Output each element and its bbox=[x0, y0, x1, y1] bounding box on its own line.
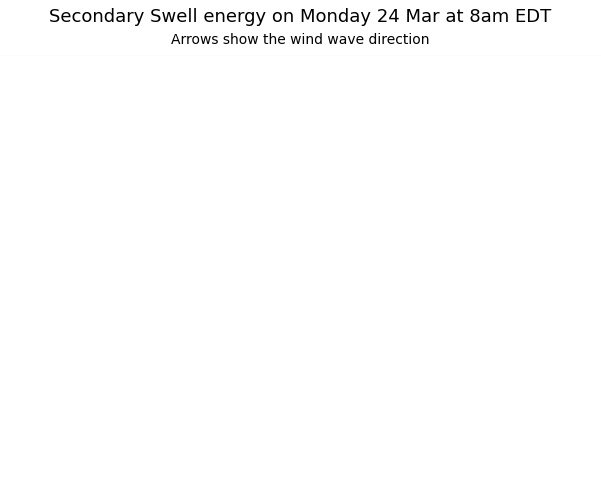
Text: Secondary Swell energy on Monday 24 Mar at 8am EDT: Secondary Swell energy on Monday 24 Mar … bbox=[49, 8, 552, 26]
Text: cartopy required: cartopy required bbox=[243, 265, 358, 279]
Text: Arrows show the wind wave direction: Arrows show the wind wave direction bbox=[171, 33, 430, 47]
